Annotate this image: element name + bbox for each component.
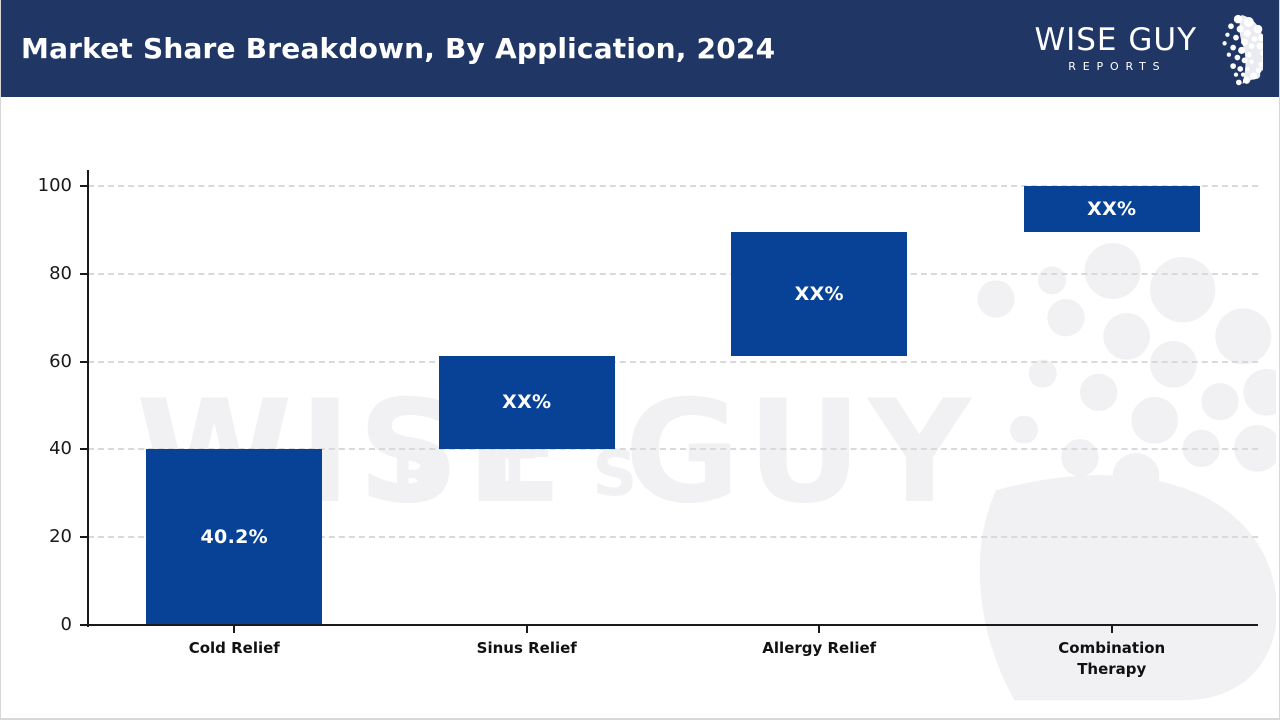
page-title: Market Share Breakdown, By Application, … bbox=[21, 32, 776, 65]
y-tick-label-0: 0 bbox=[60, 614, 72, 635]
gridline-100 bbox=[88, 185, 1258, 187]
gridline-20 bbox=[88, 536, 1258, 539]
chart-area: WISE GUY PORTS 0 20 40 60 80 100 40.2% Cold Rel… bbox=[1, 97, 1279, 718]
bar-value-label-sinus-relief: XX% bbox=[502, 391, 552, 414]
gridline-60 bbox=[88, 360, 1258, 363]
logo-wordmark: WISE GUY REPORTS bbox=[1034, 22, 1197, 73]
bar-value-label-allergy-relief: XX% bbox=[794, 283, 844, 306]
bar-value-label-combination-therapy: XX% bbox=[1087, 198, 1137, 221]
x-tick-label-allergy-relief: Allergy Relief bbox=[762, 639, 877, 657]
y-tick-label-60: 60 bbox=[49, 350, 72, 372]
gridline-40 bbox=[88, 448, 1258, 451]
bar-allergy-relief: XX% bbox=[731, 232, 908, 357]
x-tick-mark-combination-therapy bbox=[1110, 626, 1113, 633]
y-axis-line bbox=[87, 170, 89, 627]
y-tick-label-80: 80 bbox=[49, 262, 72, 284]
x-axis-line bbox=[87, 624, 1258, 626]
logo-wordmark-sub: REPORTS bbox=[1068, 60, 1167, 73]
y-tick-label-40: 40 bbox=[49, 438, 72, 460]
y-tick-mark-0 bbox=[80, 624, 87, 626]
wiseguy-logo: WISE GUY REPORTS bbox=[1034, 11, 1263, 87]
y-tick-mark-40 bbox=[80, 448, 87, 451]
bar-combination-therapy: XX% bbox=[1023, 186, 1200, 233]
y-tick-mark-80 bbox=[80, 272, 87, 275]
y-tick-label-100: 100 bbox=[37, 175, 72, 196]
y-tick-mark-20 bbox=[80, 536, 87, 539]
gridline-80 bbox=[88, 272, 1258, 275]
logo-head-profile-icon bbox=[1222, 14, 1263, 85]
y-tick-label-20: 20 bbox=[49, 526, 72, 548]
x-tick-label-sinus-relief: Sinus Relief bbox=[476, 639, 577, 657]
x-tick-label-cold-relief: Cold Relief bbox=[188, 639, 280, 657]
y-tick-mark-100 bbox=[80, 185, 87, 187]
x-tick-mark-allergy-relief bbox=[818, 626, 821, 633]
x-tick-mark-sinus-relief bbox=[525, 626, 528, 633]
bar-value-label-cold-relief: 40.2% bbox=[200, 525, 268, 548]
logo-wordmark-main: WISE GUY bbox=[1034, 22, 1197, 58]
header-bar: Market Share Breakdown, By Application, … bbox=[1, 0, 1279, 97]
x-tick-mark-cold-relief bbox=[233, 626, 236, 633]
bar-cold-relief: 40.2% bbox=[146, 448, 323, 625]
x-tick-label-combination-therapy: Combination Therapy bbox=[1058, 639, 1166, 678]
bar-sinus-relief: XX% bbox=[438, 356, 615, 449]
y-tick-mark-60 bbox=[80, 360, 87, 363]
